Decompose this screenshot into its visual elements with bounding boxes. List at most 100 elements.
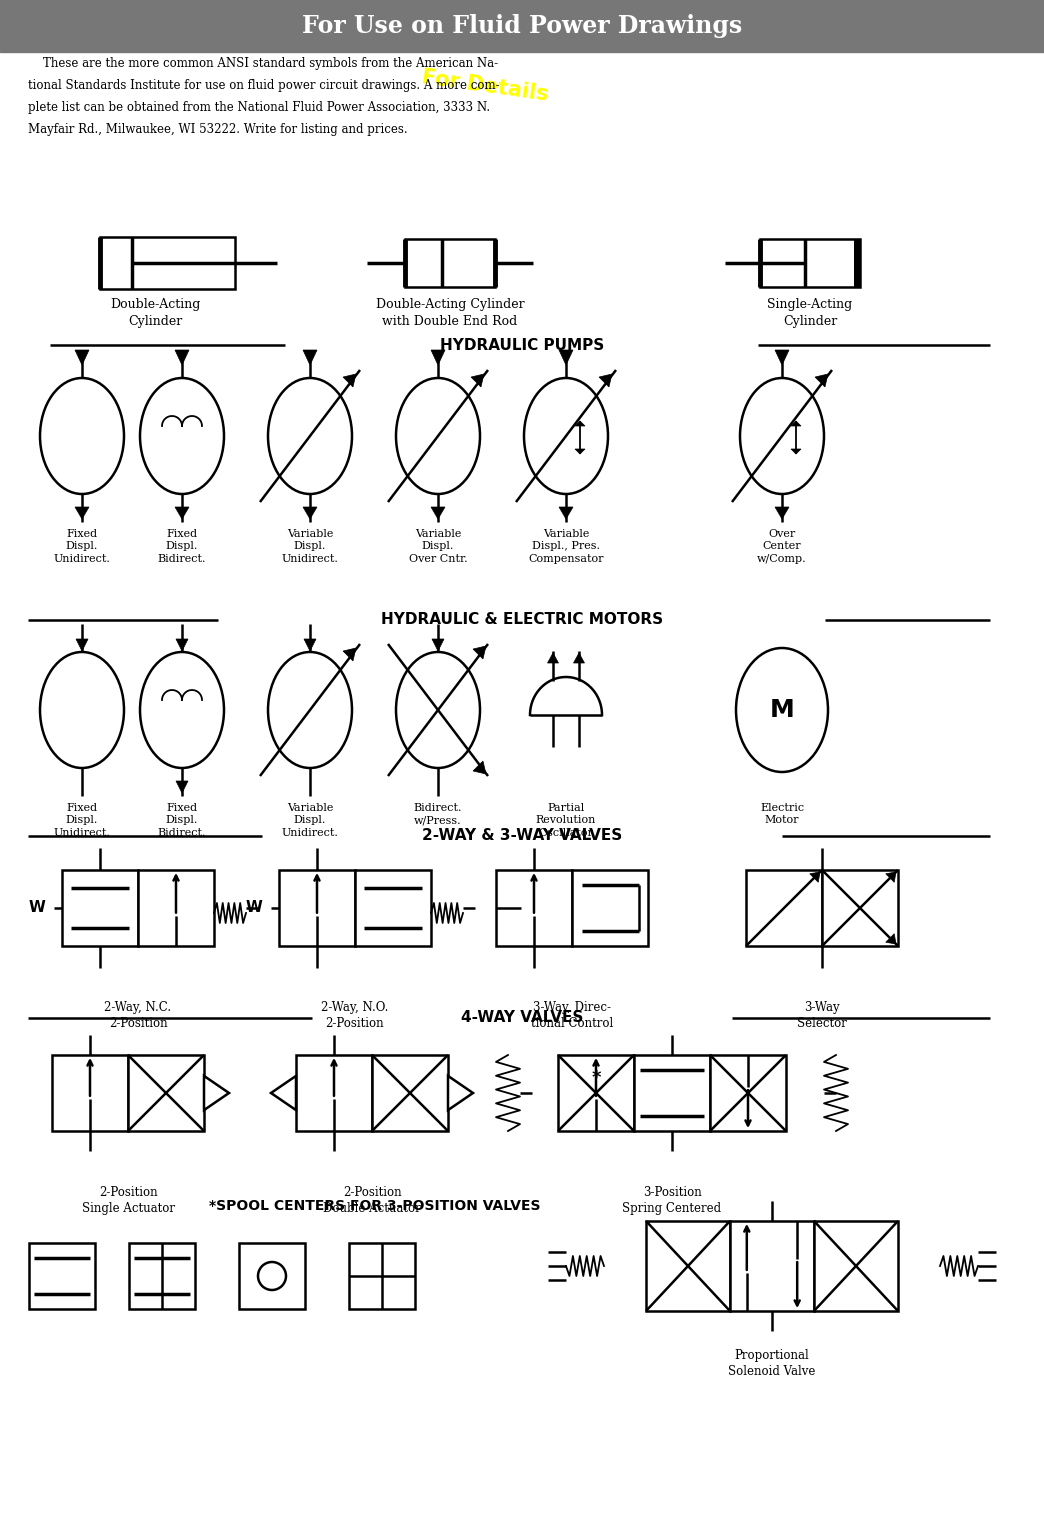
Polygon shape bbox=[473, 761, 487, 774]
Text: Variable
Displ.
Unidirect.: Variable Displ. Unidirect. bbox=[282, 803, 338, 838]
Text: Fixed
Displ.
Unidirect.: Fixed Displ. Unidirect. bbox=[53, 803, 111, 838]
Polygon shape bbox=[547, 653, 559, 663]
Polygon shape bbox=[775, 351, 789, 364]
Text: HYDRAULIC PUMPS: HYDRAULIC PUMPS bbox=[440, 337, 604, 352]
Polygon shape bbox=[471, 373, 484, 387]
Bar bbox=[52, 1055, 128, 1131]
Text: 2-Way, N.O.
2-Position: 2-Way, N.O. 2-Position bbox=[322, 1000, 388, 1031]
Polygon shape bbox=[775, 507, 789, 519]
Text: Variable
Displ., Pres.
Compensator: Variable Displ., Pres. Compensator bbox=[528, 528, 603, 563]
Polygon shape bbox=[76, 639, 88, 651]
Text: 3-Way
Selector: 3-Way Selector bbox=[797, 1000, 847, 1031]
Ellipse shape bbox=[268, 653, 352, 768]
Text: 3-Way, Direc-
tional Control: 3-Way, Direc- tional Control bbox=[531, 1000, 613, 1031]
Ellipse shape bbox=[40, 653, 124, 768]
Polygon shape bbox=[791, 449, 801, 454]
Text: Double-Acting Cylinder
with Double End Rod: Double-Acting Cylinder with Double End R… bbox=[376, 298, 524, 328]
Text: tional Standards Institute for use on fluid power circuit drawings. A more com-: tional Standards Institute for use on fl… bbox=[28, 79, 500, 93]
Polygon shape bbox=[885, 934, 896, 944]
Text: 4-WAY VALVES: 4-WAY VALVES bbox=[460, 1011, 584, 1026]
Bar bbox=[646, 1220, 730, 1312]
Text: 2-Position
Single Actuator: 2-Position Single Actuator bbox=[81, 1186, 174, 1214]
Polygon shape bbox=[815, 373, 828, 387]
Text: Proportional
Solenoid Valve: Proportional Solenoid Valve bbox=[729, 1350, 815, 1378]
Text: CLICK HERE: CLICK HERE bbox=[414, 55, 496, 67]
Bar bbox=[100, 237, 235, 288]
Text: Fixed
Displ.
Bidirect.: Fixed Displ. Bidirect. bbox=[158, 803, 207, 838]
Bar bbox=[854, 238, 860, 287]
Circle shape bbox=[258, 1261, 286, 1290]
Polygon shape bbox=[75, 507, 89, 519]
Text: plete list can be obtained from the National Fluid Power Association, 3333 N.: plete list can be obtained from the Nati… bbox=[28, 102, 490, 114]
Polygon shape bbox=[175, 351, 189, 364]
Text: W: W bbox=[245, 900, 262, 915]
Bar bbox=[760, 238, 860, 287]
Polygon shape bbox=[271, 1076, 296, 1110]
Polygon shape bbox=[303, 507, 317, 519]
Bar bbox=[814, 1220, 898, 1312]
Polygon shape bbox=[885, 871, 896, 882]
Ellipse shape bbox=[524, 378, 608, 493]
Polygon shape bbox=[810, 871, 820, 882]
Polygon shape bbox=[559, 351, 573, 364]
Text: 2-Position
Double Actuator: 2-Position Double Actuator bbox=[324, 1186, 421, 1214]
Polygon shape bbox=[448, 1076, 473, 1110]
Ellipse shape bbox=[140, 653, 224, 768]
Bar bbox=[710, 1055, 786, 1131]
Text: W: W bbox=[28, 900, 46, 915]
Polygon shape bbox=[75, 351, 89, 364]
Polygon shape bbox=[304, 639, 316, 651]
Bar bbox=[355, 870, 431, 946]
Text: Variable
Displ.
Unidirect.: Variable Displ. Unidirect. bbox=[282, 528, 338, 563]
Polygon shape bbox=[431, 351, 445, 364]
Polygon shape bbox=[176, 780, 188, 792]
Text: Over
Center
w/Comp.: Over Center w/Comp. bbox=[757, 528, 807, 563]
Polygon shape bbox=[573, 653, 585, 663]
Text: *SPOOL CENTERS FOR 3-POSITION VALVES: *SPOOL CENTERS FOR 3-POSITION VALVES bbox=[209, 1199, 541, 1213]
Bar bbox=[746, 870, 822, 946]
Bar bbox=[730, 1220, 814, 1312]
Ellipse shape bbox=[736, 648, 828, 773]
Polygon shape bbox=[204, 1076, 229, 1110]
Text: Electric
Motor: Electric Motor bbox=[760, 803, 804, 826]
Ellipse shape bbox=[40, 378, 124, 493]
Bar bbox=[239, 1243, 305, 1309]
Text: Variable
Displ.
Over Cntr.: Variable Displ. Over Cntr. bbox=[408, 528, 468, 563]
Polygon shape bbox=[432, 639, 444, 651]
Polygon shape bbox=[176, 639, 188, 651]
Ellipse shape bbox=[740, 378, 824, 493]
Bar bbox=[62, 870, 138, 946]
Polygon shape bbox=[575, 449, 585, 454]
Text: These are the more common ANSI standard symbols from the American Na-: These are the more common ANSI standard … bbox=[28, 58, 498, 70]
Bar bbox=[279, 870, 355, 946]
Bar bbox=[0, 0, 1044, 52]
Polygon shape bbox=[343, 648, 356, 660]
Text: Double-Acting
Cylinder: Double-Acting Cylinder bbox=[110, 298, 200, 328]
Polygon shape bbox=[791, 420, 801, 427]
Text: 3-Position
Spring Centered: 3-Position Spring Centered bbox=[622, 1186, 721, 1214]
Bar bbox=[557, 1055, 634, 1131]
Ellipse shape bbox=[140, 378, 224, 493]
Bar bbox=[572, 870, 648, 946]
Text: 2-WAY & 3-WAY VALVES: 2-WAY & 3-WAY VALVES bbox=[422, 829, 622, 844]
Bar bbox=[129, 1243, 195, 1309]
Bar bbox=[296, 1055, 372, 1131]
Polygon shape bbox=[599, 373, 612, 387]
Bar bbox=[349, 1243, 416, 1309]
Bar bbox=[372, 1055, 448, 1131]
Polygon shape bbox=[303, 351, 317, 364]
Polygon shape bbox=[575, 420, 585, 427]
Ellipse shape bbox=[268, 378, 352, 493]
Text: 2-Way, N.C.
2-Position: 2-Way, N.C. 2-Position bbox=[104, 1000, 171, 1031]
Text: For Use on Fluid Power Drawings: For Use on Fluid Power Drawings bbox=[302, 14, 742, 38]
Text: Single-Acting
Cylinder: Single-Acting Cylinder bbox=[767, 298, 853, 328]
Ellipse shape bbox=[396, 653, 480, 768]
Text: Bidirect.
w/Press.: Bidirect. w/Press. bbox=[413, 803, 462, 826]
Polygon shape bbox=[559, 507, 573, 519]
Bar bbox=[634, 1055, 710, 1131]
Text: Fixed
Displ.
Bidirect.: Fixed Displ. Bidirect. bbox=[158, 528, 207, 563]
Polygon shape bbox=[431, 507, 445, 519]
Text: *: * bbox=[591, 1069, 600, 1087]
Text: Mayfair Rd., Milwaukee, WI 53222. Write for listing and prices.: Mayfair Rd., Milwaukee, WI 53222. Write … bbox=[28, 123, 407, 137]
Text: M: M bbox=[769, 698, 794, 723]
